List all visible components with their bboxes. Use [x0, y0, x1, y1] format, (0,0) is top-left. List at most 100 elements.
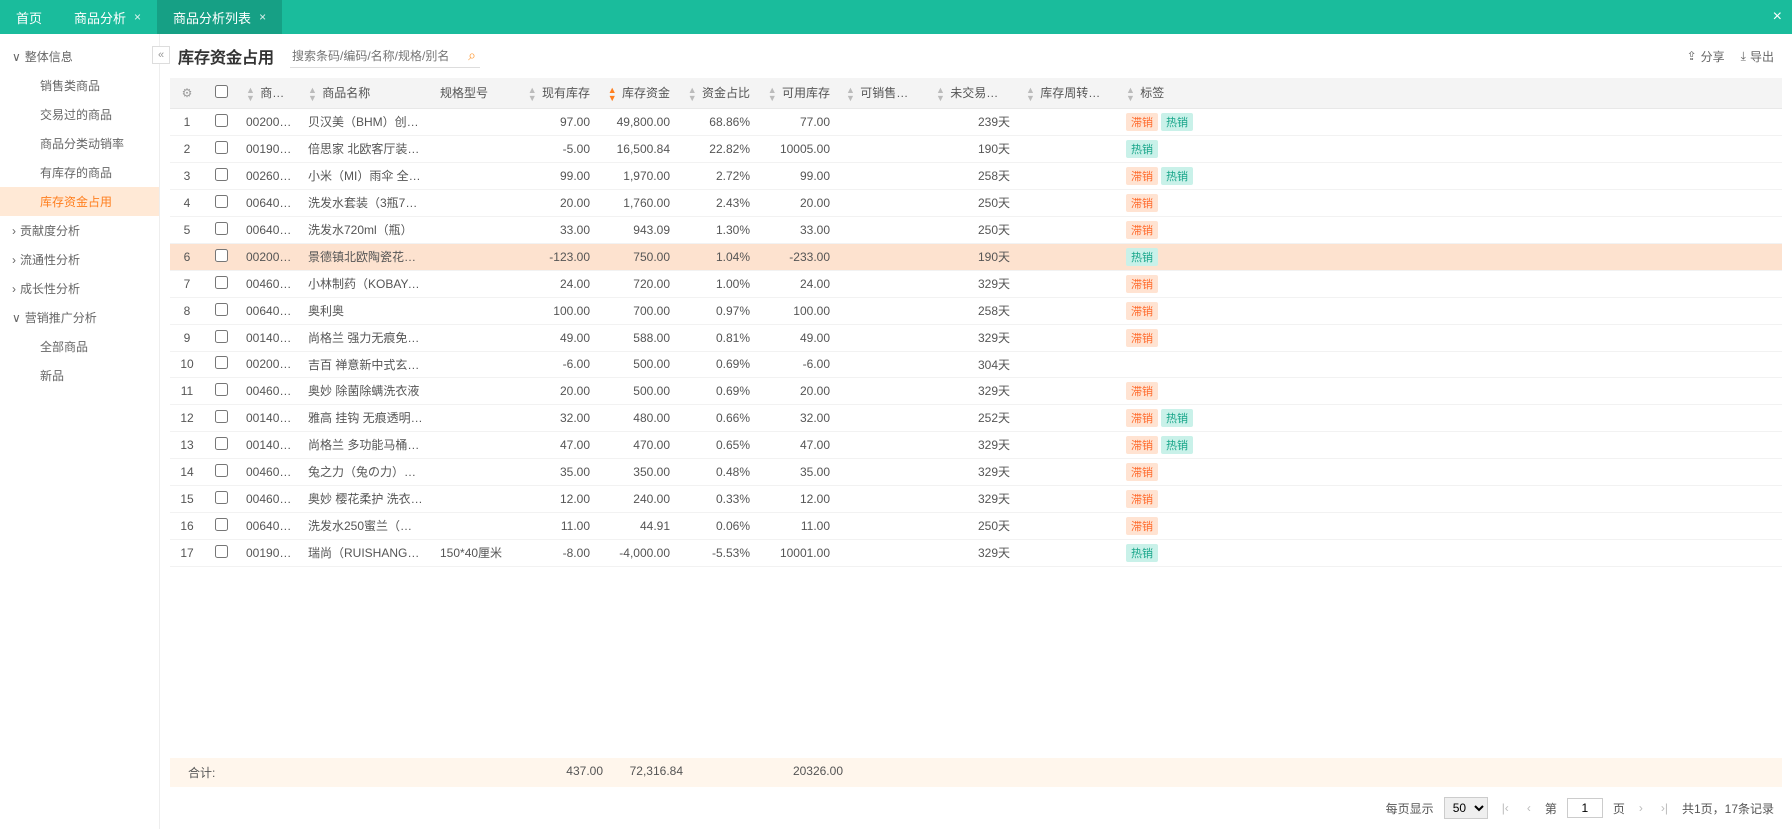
col-noTrade[interactable]: ▲▼ 未交易天数 — [928, 78, 1018, 108]
sort-icon: ▲▼ — [768, 86, 777, 102]
row-checkbox[interactable] — [215, 545, 228, 558]
table-row[interactable]: 10002000…吉百 禅意新中式玄关摆件客-6.00500.000.69%-6… — [170, 351, 1782, 377]
table-row[interactable]: 17001900…瑞尚（RUISHANG）卧室…150*40厘米-8.00-4,… — [170, 539, 1782, 566]
row-checkbox[interactable] — [215, 410, 228, 423]
row-checkbox[interactable] — [215, 356, 228, 369]
cell-tags: 滞销 — [1118, 324, 1208, 351]
cell-avail: 35.00 — [758, 458, 838, 485]
cell-avail: -6.00 — [758, 351, 838, 377]
table-row[interactable]: 11004600…奥妙 除菌除螨洗衣液20.00500.000.69%20.00… — [170, 377, 1782, 404]
sidebar-group-1[interactable]: ›贡献度分析 — [0, 216, 159, 245]
next-page-icon[interactable]: › — [1635, 801, 1647, 815]
cell-code: 004600… — [238, 458, 300, 485]
col-label: 库存周转天数 — [1040, 86, 1112, 100]
table-row[interactable]: 1002000…贝汉美（BHM）创意北欧…97.0049,800.0068.86… — [170, 108, 1782, 135]
prev-page-icon[interactable]: ‹ — [1523, 801, 1535, 815]
per-page-select[interactable]: 50 — [1444, 797, 1488, 819]
col-stock[interactable]: ▲▼ 现有库存 — [518, 78, 598, 108]
row-checkbox[interactable] — [215, 168, 228, 181]
row-checkbox[interactable] — [215, 330, 228, 343]
sidebar-item-0-1[interactable]: 交易过的商品 — [0, 100, 159, 129]
table-row[interactable]: 12001400…雅高 挂钩 无痕透明粘钩 强…32.00480.000.66%… — [170, 404, 1782, 431]
share-button[interactable]: ⇪ 分享 — [1687, 48, 1725, 65]
col-avail[interactable]: ▲▼ 可用库存 — [758, 78, 838, 108]
cell-stock: -123.00 — [518, 243, 598, 270]
select-all-checkbox[interactable] — [215, 85, 228, 98]
export-button[interactable]: ⤓ 导出 — [1741, 48, 1774, 65]
row-checkbox[interactable] — [215, 518, 228, 531]
close-all-icon[interactable]: × — [1773, 0, 1782, 34]
col-turnDays[interactable]: ▲▼ 库存周转天数 — [1018, 78, 1118, 108]
cell-code: 006400… — [238, 512, 300, 539]
search-input[interactable] — [290, 45, 480, 68]
cell-spec — [432, 270, 518, 297]
top-tab-0[interactable]: 首页 — [0, 0, 58, 34]
sidebar-group-3[interactable]: ›成长性分析 — [0, 274, 159, 303]
row-checkbox[interactable] — [215, 195, 228, 208]
row-checkbox[interactable] — [215, 491, 228, 504]
row-checkbox[interactable] — [215, 276, 228, 289]
totals-pct — [683, 764, 763, 781]
pagination: 每页显示 50 |‹ ‹ 第 页 › ›| 共1页，17条记录 — [160, 787, 1792, 829]
sidebar-item-4-1[interactable]: 新品 — [0, 361, 159, 390]
page-input[interactable] — [1567, 798, 1603, 818]
sidebar-item-0-2[interactable]: 商品分类动销率 — [0, 129, 159, 158]
table-row[interactable]: 8006400…奥利奥100.00700.000.97%100.00258天滞销 — [170, 297, 1782, 324]
last-page-icon[interactable]: ›| — [1657, 801, 1672, 815]
col-label: 库存资金 — [622, 86, 670, 100]
cell-blank — [1208, 485, 1782, 512]
sidebar-group-2[interactable]: ›流通性分析 — [0, 245, 159, 274]
table-row[interactable]: 15004600…奥妙 樱花柔护 洗衣凝珠 1012.00240.000.33%… — [170, 485, 1782, 512]
row-check-cell — [204, 324, 238, 351]
top-tab-1[interactable]: 商品分析× — [58, 0, 157, 34]
sidebar-item-4-0[interactable]: 全部商品 — [0, 332, 159, 361]
row-checkbox[interactable] — [215, 464, 228, 477]
cell-name: 贝汉美（BHM）创意北欧… — [300, 108, 432, 135]
top-tab-2[interactable]: 商品分析列表× — [157, 0, 282, 34]
col-blank — [1208, 78, 1782, 108]
col-label: 可销售天数 — [860, 86, 920, 100]
cell-saledays — [838, 431, 928, 458]
table-row[interactable]: 9001400…尚格兰 强力无痕免打孔浴室49.00588.000.81%49.… — [170, 324, 1782, 351]
table-row[interactable]: 3002600…小米（MI）雨伞 全自动折叠99.001,970.002.72%… — [170, 162, 1782, 189]
cell-notrade: 329天 — [928, 377, 1018, 404]
sidebar-group-4[interactable]: ∨营销推广分析 — [0, 303, 159, 332]
first-page-icon[interactable]: |‹ — [1498, 801, 1513, 815]
gear-icon[interactable]: ⚙ — [182, 86, 193, 100]
row-checkbox[interactable] — [215, 222, 228, 235]
col-pct[interactable]: ▲▼ 资金占比 — [678, 78, 758, 108]
cell-saledays — [838, 135, 928, 162]
sidebar-group-0[interactable]: ∨整体信息 — [0, 42, 159, 71]
sidebar-item-0-3[interactable]: 有库存的商品 — [0, 158, 159, 187]
table-row[interactable]: 6002000…景德镇北欧陶瓷花瓶摆件 …-123.00750.001.04%-… — [170, 243, 1782, 270]
table-row[interactable]: 4006400…洗发水套装（3瓶720ml+1…20.001,760.002.4… — [170, 189, 1782, 216]
cell-stock: 35.00 — [518, 458, 598, 485]
table-row[interactable]: 16006400…洗发水250蜜兰（袋）11.0044.910.06%11.00… — [170, 512, 1782, 539]
table-row[interactable]: 14004600…兔之力（兔の力）粘毛器粘35.00350.000.48%35.… — [170, 458, 1782, 485]
sort-icon: ▲▼ — [608, 86, 617, 102]
col-code[interactable]: ▲▼ 商品… — [238, 78, 300, 108]
table-row[interactable]: 7004600…小林制药（KOBAYASHI）日24.00720.001.00%… — [170, 270, 1782, 297]
col-tags[interactable]: ▲▼ 标签 — [1118, 78, 1208, 108]
cell-pct: 0.81% — [678, 324, 758, 351]
row-checkbox[interactable] — [215, 303, 228, 316]
cell-turndays — [1018, 485, 1118, 512]
row-checkbox[interactable] — [215, 437, 228, 450]
table-row[interactable]: 13001400…尚格兰 多功能马桶刷套装 …47.00470.000.65%4… — [170, 431, 1782, 458]
col-name[interactable]: ▲▼ 商品名称 — [300, 78, 432, 108]
row-checkbox[interactable] — [215, 383, 228, 396]
row-checkbox[interactable] — [215, 249, 228, 262]
col-capital[interactable]: ▲▼ 库存资金 — [598, 78, 678, 108]
row-checkbox[interactable] — [215, 141, 228, 154]
sidebar-item-0-4[interactable]: 库存资金占用 — [0, 187, 159, 216]
table-row[interactable]: 5006400…洗发水720ml（瓶）33.00943.091.30%33.00… — [170, 216, 1782, 243]
search-icon[interactable]: ⌕ — [468, 47, 476, 64]
sidebar-collapse-button[interactable]: « — [152, 46, 170, 64]
cell-blank — [1208, 458, 1782, 485]
table-row[interactable]: 2001900…倍思家 北欧客厅装饰画卧室-5.0016,500.8422.82… — [170, 135, 1782, 162]
tab-close-icon[interactable]: × — [259, 10, 266, 24]
tab-close-icon[interactable]: × — [134, 10, 141, 24]
col-saleDays[interactable]: ▲▼ 可销售天数 — [838, 78, 928, 108]
row-checkbox[interactable] — [215, 114, 228, 127]
sidebar-item-0-0[interactable]: 销售类商品 — [0, 71, 159, 100]
